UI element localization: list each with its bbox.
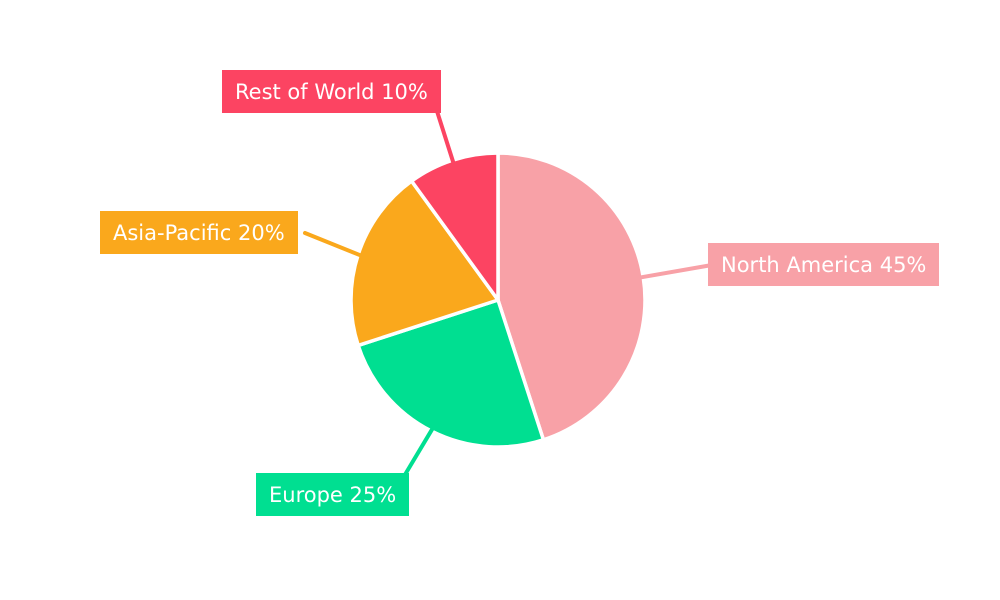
pie-label-rest-of-world: Rest of World 10% [222,70,441,113]
pie-label-north-america: North America 45% [708,243,940,286]
leader-line-north-america [639,263,714,280]
leader-line-rest-of-world [434,106,456,165]
leader-line-asia-pacific [303,231,363,258]
leader-line-europe [401,427,435,480]
pie-label-europe: Europe 25% [256,473,410,516]
pie-label-asia-pacific: Asia-Pacific 20% [100,211,298,254]
